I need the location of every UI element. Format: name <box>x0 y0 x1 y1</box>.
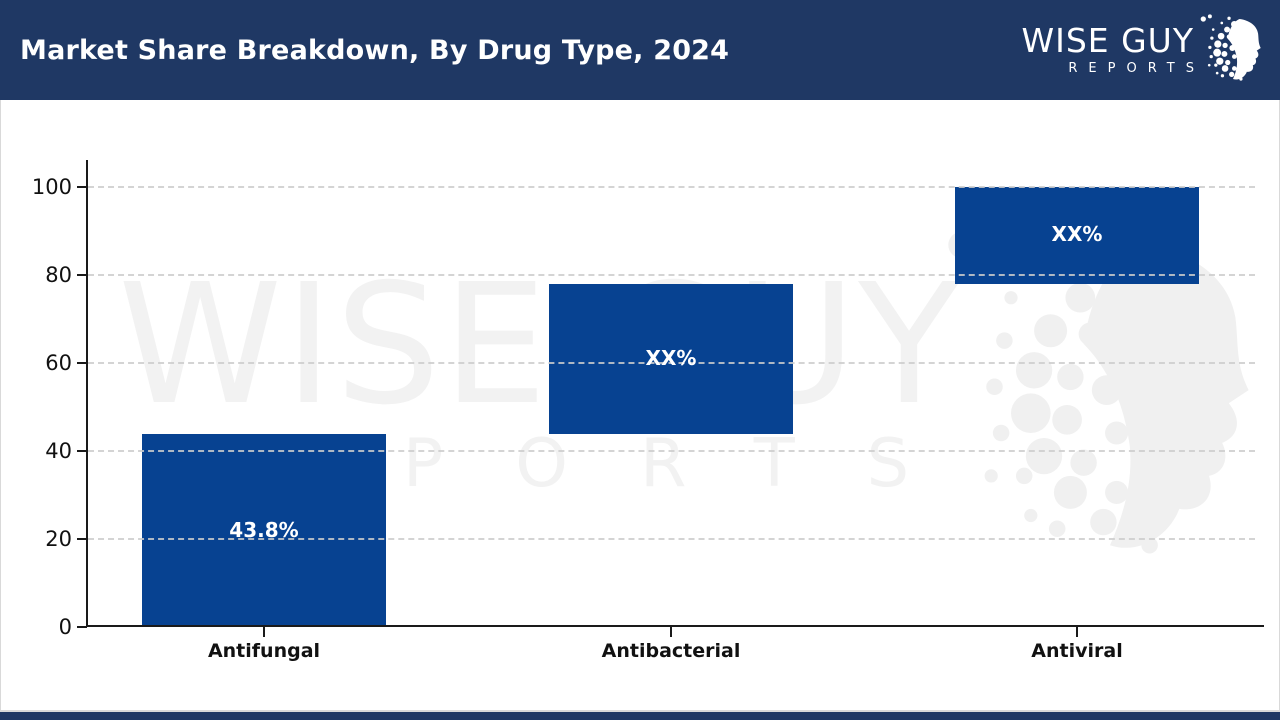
gridline <box>88 538 1255 540</box>
bar-value-label: 43.8% <box>229 517 299 542</box>
y-tick-mark <box>77 186 87 188</box>
footer-bar <box>0 712 1280 720</box>
x-axis-line <box>86 625 1264 627</box>
y-tick-mark <box>77 274 87 276</box>
y-tick-label: 20 <box>45 527 72 551</box>
y-tick-label: 80 <box>45 263 72 287</box>
y-axis-line <box>86 160 88 627</box>
x-category-label: Antiviral <box>1031 640 1123 662</box>
x-category-label: Antibacterial <box>601 640 741 662</box>
gridline <box>88 362 1255 364</box>
bar-antibacterial <box>549 283 793 435</box>
header-bar: Market Share Breakdown, By Drug Type, 20… <box>0 0 1280 100</box>
y-tick-label: 100 <box>31 175 72 199</box>
gridline <box>88 186 1255 188</box>
bar-value-label: XX% <box>1051 222 1103 247</box>
y-tick-mark <box>77 362 87 364</box>
x-tick-mark <box>1076 627 1078 637</box>
bar-value-label: XX% <box>645 346 697 371</box>
brand-logo: WISE GUY REPORTS <box>1021 0 1266 100</box>
page-title: Market Share Breakdown, By Drug Type, 20… <box>20 34 730 66</box>
bar-antiviral <box>955 187 1199 284</box>
bar-antifungal <box>142 434 386 627</box>
watermark-text-line1: WISE GUY <box>118 249 962 442</box>
y-tick-label: 40 <box>45 439 72 463</box>
brand-logo-text: WISE GUY REPORTS <box>1021 24 1194 76</box>
y-tick-label: 60 <box>45 351 72 375</box>
brand-name: WISE GUY <box>1021 21 1194 61</box>
y-tick-label: 0 <box>58 615 72 639</box>
x-category-label: Antifungal <box>207 640 321 662</box>
x-tick-mark <box>670 627 672 637</box>
y-tick-mark <box>77 538 87 540</box>
gridline <box>88 450 1255 452</box>
brand-subtitle: REPORTS <box>1068 60 1205 76</box>
gridline <box>88 274 1255 276</box>
y-tick-mark <box>77 450 87 452</box>
brand-face-icon <box>1200 8 1266 92</box>
x-tick-mark <box>263 627 265 637</box>
y-tick-mark <box>77 626 87 628</box>
